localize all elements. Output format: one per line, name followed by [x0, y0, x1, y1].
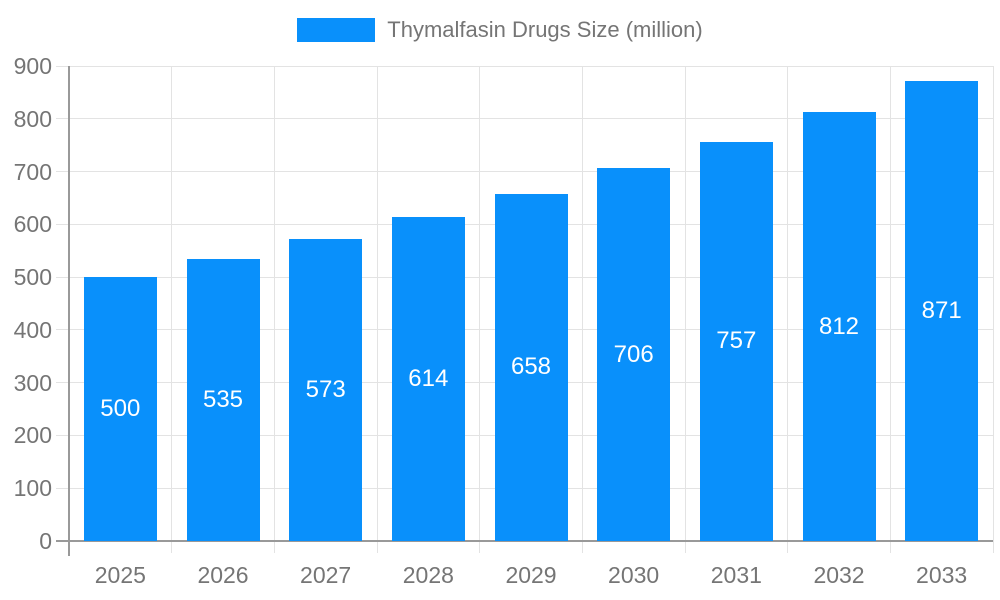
legend: Thymalfasin Drugs Size (million)	[0, 17, 1000, 43]
bar-value-label: 614	[408, 365, 449, 392]
bar-value-label: 658	[510, 353, 552, 381]
bar-value-label: 812	[818, 312, 860, 340]
x-axis-line	[56, 540, 993, 542]
legend-item[interactable]: Thymalfasin Drugs Size (million)	[297, 17, 703, 43]
v-gridline	[992, 66, 994, 553]
y-axis-tick-label: 300	[13, 369, 52, 396]
y-axis-tick-label: 600	[13, 211, 52, 238]
y-axis-tick-label: 900	[13, 53, 52, 79]
v-gridline	[171, 66, 173, 553]
y-axis-tick-label: 700	[13, 158, 52, 185]
v-gridline	[273, 66, 275, 553]
y-axis-tick-label: 800	[13, 105, 52, 132]
y-axis-tick-label: 500	[13, 264, 52, 291]
v-gridline	[376, 66, 378, 553]
x-axis-tick-label: 2032	[813, 562, 865, 588]
bar-value-label: 535	[202, 385, 244, 413]
bar	[289, 238, 363, 541]
bar	[597, 168, 671, 541]
bar	[83, 277, 157, 541]
x-axis-tick-label: 2026	[197, 562, 249, 588]
bar	[699, 141, 773, 541]
bar-value-label: 573	[305, 375, 346, 403]
bar	[186, 258, 260, 541]
bar-value-label: 871	[921, 297, 962, 325]
bar	[905, 81, 979, 541]
bar-value-label: 706	[613, 340, 654, 368]
y-axis-line	[68, 66, 70, 556]
x-axis-tick-label: 2031	[710, 562, 762, 588]
y-axis-tick-label: 200	[13, 422, 52, 449]
h-gridline	[56, 65, 993, 67]
bar	[494, 193, 568, 541]
x-axis-tick-label: 2027	[300, 562, 352, 588]
x-axis-tick-label: 2033	[916, 562, 968, 588]
v-gridline	[581, 66, 583, 553]
x-axis-tick-label: 2030	[608, 562, 660, 588]
x-axis-tick-label: 2029	[505, 562, 557, 588]
y-axis-tick-label: 0	[39, 528, 52, 554]
y-axis-tick-label: 400	[13, 316, 52, 343]
v-gridline	[479, 66, 481, 553]
bar	[391, 216, 465, 541]
bar-value-label: 757	[716, 327, 757, 355]
x-axis-tick-label: 2025	[94, 562, 146, 588]
h-gridline	[56, 171, 993, 173]
h-gridline	[56, 118, 993, 120]
v-gridline	[787, 66, 789, 553]
legend-swatch-icon	[297, 18, 376, 42]
v-gridline	[684, 66, 686, 553]
bar-value-label: 500	[100, 395, 141, 423]
bar	[802, 112, 876, 541]
y-axis-tick-label: 100	[13, 475, 52, 502]
legend-label: Thymalfasin Drugs Size (million)	[387, 17, 703, 42]
v-gridline	[889, 66, 891, 553]
x-axis-tick-label: 2028	[402, 562, 454, 588]
